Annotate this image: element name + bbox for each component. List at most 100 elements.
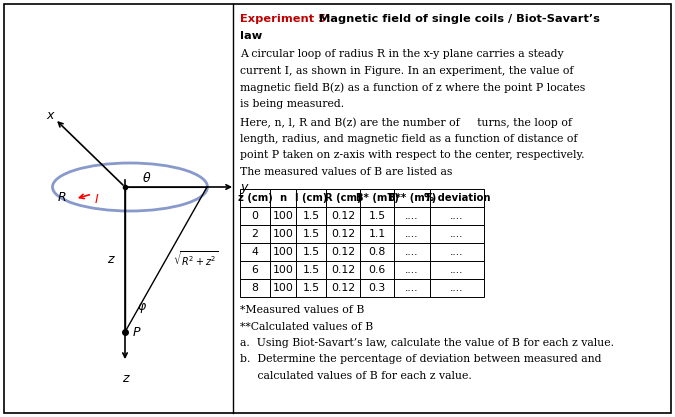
Bar — [326, 225, 360, 243]
Text: 0.6: 0.6 — [369, 265, 385, 275]
Bar — [430, 189, 484, 207]
Text: ....: .... — [450, 247, 464, 257]
Text: ....: .... — [405, 283, 418, 293]
Text: z: z — [107, 253, 114, 266]
Bar — [296, 243, 326, 261]
Bar — [270, 189, 296, 207]
Bar — [326, 243, 360, 261]
Text: $\varphi$: $\varphi$ — [137, 301, 147, 315]
Text: A circular loop of radius R in the x-y plane carries a steady: A circular loop of radius R in the x-y p… — [240, 49, 564, 59]
Text: **Calculated values of B: **Calculated values of B — [240, 322, 373, 332]
Text: % deviation: % deviation — [424, 193, 490, 203]
Text: I: I — [95, 193, 99, 206]
Bar — [430, 279, 484, 297]
Bar — [360, 261, 394, 279]
Text: Magnetic field of single coils / Biot-Savart’s: Magnetic field of single coils / Biot-Sa… — [315, 14, 600, 24]
Text: ....: .... — [450, 229, 464, 239]
Text: is being measured.: is being measured. — [240, 98, 344, 108]
Text: 6: 6 — [252, 265, 259, 275]
Bar — [360, 207, 394, 225]
Text: ....: .... — [405, 247, 418, 257]
Text: 100: 100 — [273, 229, 294, 239]
Text: R (cm): R (cm) — [325, 193, 361, 203]
Text: 0.12: 0.12 — [331, 211, 355, 221]
Text: b.  Determine the percentage of deviation between measured and: b. Determine the percentage of deviation… — [240, 354, 601, 364]
Text: y: y — [240, 181, 247, 193]
Text: n: n — [279, 193, 287, 203]
Text: ....: .... — [450, 211, 464, 221]
Bar — [394, 279, 430, 297]
Text: R: R — [58, 191, 67, 204]
Bar — [326, 279, 360, 297]
Bar — [240, 189, 270, 207]
Text: 1.5: 1.5 — [302, 247, 319, 257]
Text: 1.5: 1.5 — [302, 283, 319, 293]
Bar — [394, 261, 430, 279]
Text: 100: 100 — [273, 247, 294, 257]
Text: B** (mT): B** (mT) — [388, 193, 436, 203]
Text: $\sqrt{R^2+z^2}$: $\sqrt{R^2+z^2}$ — [173, 250, 219, 269]
Bar — [270, 225, 296, 243]
Bar — [270, 261, 296, 279]
Bar — [326, 207, 360, 225]
Text: 100: 100 — [273, 211, 294, 221]
Bar — [296, 207, 326, 225]
Bar — [296, 279, 326, 297]
Bar — [394, 207, 430, 225]
Text: ....: .... — [450, 265, 464, 275]
Text: 1.1: 1.1 — [369, 229, 385, 239]
Bar — [360, 279, 394, 297]
Text: current I, as shown in Figure. In an experiment, the value of: current I, as shown in Figure. In an exp… — [240, 65, 574, 75]
Bar — [326, 261, 360, 279]
Bar — [270, 243, 296, 261]
Text: Experiment 5:: Experiment 5: — [240, 14, 331, 24]
Text: 1.5: 1.5 — [302, 211, 319, 221]
Text: length, radius, and magnetic field as a function of distance of: length, radius, and magnetic field as a … — [240, 133, 578, 143]
Bar — [430, 261, 484, 279]
Bar — [360, 225, 394, 243]
Bar — [430, 207, 484, 225]
Bar — [240, 243, 270, 261]
Text: 0: 0 — [252, 211, 259, 221]
Text: z: z — [122, 372, 128, 385]
Bar — [296, 189, 326, 207]
Text: 1.5: 1.5 — [369, 211, 385, 221]
Bar — [240, 279, 270, 297]
Bar — [430, 243, 484, 261]
Text: 2: 2 — [252, 229, 259, 239]
Bar — [326, 189, 360, 207]
Text: x: x — [47, 109, 54, 122]
Text: 0.12: 0.12 — [331, 265, 355, 275]
Text: Here, n, l, R and B(z) are the number of     turns, the loop of: Here, n, l, R and B(z) are the number of… — [240, 117, 572, 128]
Text: a.  Using Biot-Savart’s law, calculate the value of B for each z value.: a. Using Biot-Savart’s law, calculate th… — [240, 338, 614, 348]
Text: 1.5: 1.5 — [302, 265, 319, 275]
Text: magnetic field B(z) as a function of z where the point P locates: magnetic field B(z) as a function of z w… — [240, 82, 585, 93]
Bar — [270, 279, 296, 297]
Text: 0.12: 0.12 — [331, 229, 355, 239]
Text: P: P — [133, 326, 140, 339]
Text: ....: .... — [450, 283, 464, 293]
Bar — [296, 261, 326, 279]
Text: *Measured values of B: *Measured values of B — [240, 305, 364, 315]
Bar — [360, 243, 394, 261]
Text: 8: 8 — [252, 283, 259, 293]
Text: ....: .... — [405, 229, 418, 239]
Text: 100: 100 — [273, 283, 294, 293]
Text: calculated values of B for each z value.: calculated values of B for each z value. — [240, 371, 472, 381]
Bar — [240, 207, 270, 225]
Bar — [240, 225, 270, 243]
Bar — [270, 207, 296, 225]
Text: 4: 4 — [252, 247, 259, 257]
Text: $\theta$: $\theta$ — [142, 171, 151, 185]
Text: B* (mT): B* (mT) — [356, 193, 398, 203]
Bar — [430, 225, 484, 243]
Text: ....: .... — [405, 265, 418, 275]
Bar — [360, 189, 394, 207]
Text: 0.8: 0.8 — [369, 247, 385, 257]
Bar — [394, 225, 430, 243]
Bar — [394, 189, 430, 207]
Text: z (cm): z (cm) — [238, 193, 273, 203]
Bar — [296, 225, 326, 243]
Text: point P taken on z-axis with respect to the center, respectively.: point P taken on z-axis with respect to … — [240, 150, 585, 160]
Text: 0.12: 0.12 — [331, 247, 355, 257]
